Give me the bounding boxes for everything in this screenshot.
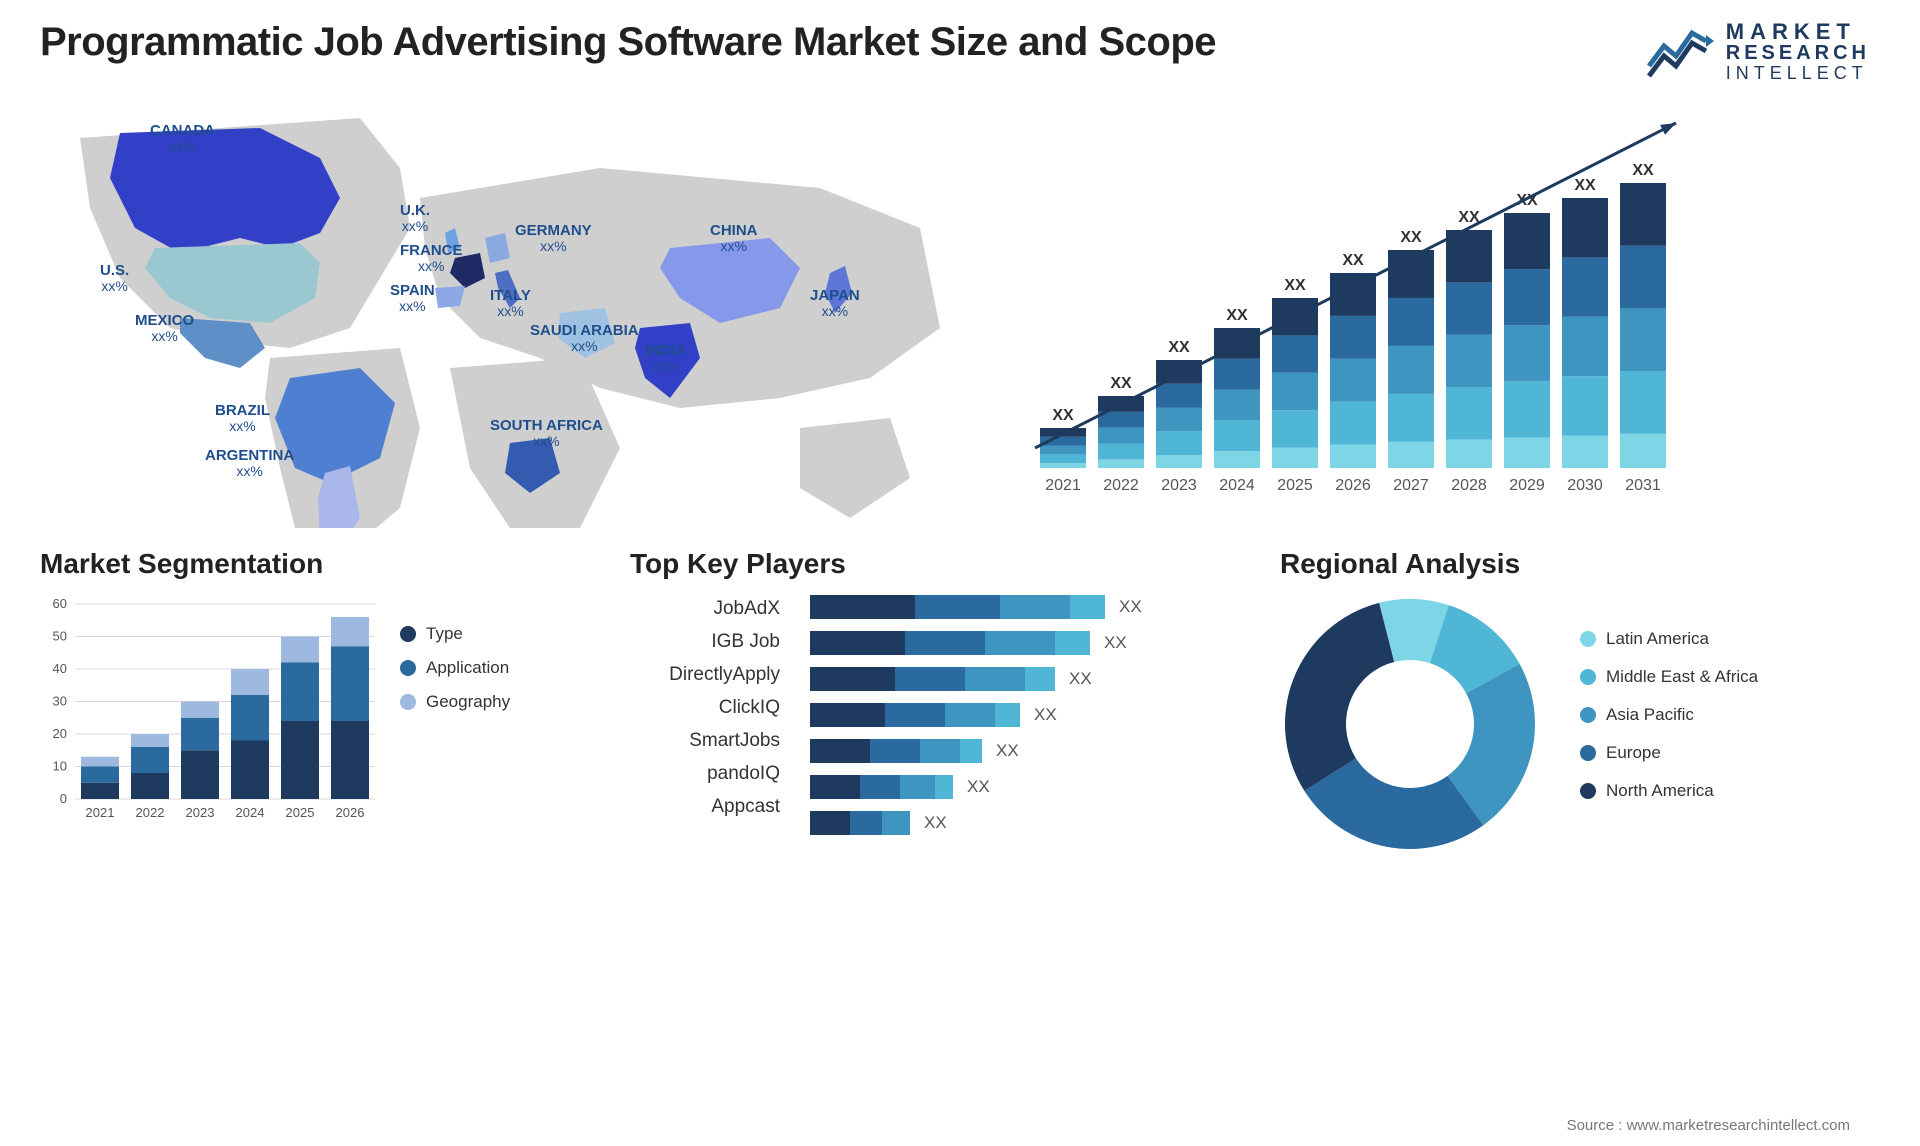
svg-text:2027: 2027 — [1393, 477, 1429, 494]
player-bar-row: XX — [810, 666, 1250, 692]
svg-text:2026: 2026 — [1335, 477, 1371, 494]
player-name: pandoIQ — [630, 763, 780, 785]
svg-text:2025: 2025 — [1277, 477, 1313, 494]
donut-seg — [1285, 603, 1394, 791]
logo-icon — [1644, 21, 1714, 81]
player-bar-row: XX — [810, 774, 1250, 800]
svg-text:2029: 2029 — [1509, 477, 1545, 494]
player-name: ClickIQ — [630, 697, 780, 719]
player-name: SmartJobs — [630, 730, 780, 752]
map-label-china: CHINAxx% — [710, 223, 758, 255]
svg-text:2026: 2026 — [336, 805, 365, 820]
svg-text:XX: XX — [1226, 307, 1248, 324]
seg-legend-application: Application — [400, 658, 510, 678]
player-bar-row: XX — [810, 810, 1250, 836]
svg-text:2028: 2028 — [1451, 477, 1487, 494]
player-bar-row: XX — [810, 630, 1250, 656]
svg-text:2021: 2021 — [86, 805, 115, 820]
svg-text:10: 10 — [53, 758, 67, 773]
regional-legend: Latin America Middle East & Africa Asia Pa… — [1580, 629, 1758, 819]
brand-logo: MARKET RESEARCH INTELLECT — [1644, 20, 1870, 83]
svg-text:XX: XX — [1342, 252, 1364, 269]
svg-text:XX: XX — [1284, 277, 1306, 294]
player-bar-row: XX — [810, 702, 1250, 728]
segmentation-legend: Type Application Geography — [380, 594, 510, 824]
svg-text:2030: 2030 — [1567, 477, 1603, 494]
player-name-list: JobAdX IGB Job DirectlyApply ClickIQ SmartJo… — [630, 594, 780, 846]
player-bar-list: XX XX XX XX XX XX XX — [810, 594, 1250, 846]
map-label-argentina: ARGENTINAxx% — [205, 448, 294, 480]
source-text: Source : www.marketresearchintellect.com — [1567, 1117, 1850, 1134]
svg-text:XX: XX — [1400, 229, 1422, 246]
svg-text:2024: 2024 — [1219, 477, 1255, 494]
svg-text:2023: 2023 — [186, 805, 215, 820]
player-name: IGB Job — [630, 631, 780, 653]
svg-text:XX: XX — [1052, 407, 1074, 424]
svg-text:XX: XX — [1168, 339, 1190, 356]
map-label-u-k-: U.K.xx% — [400, 203, 430, 235]
map-label-u-s-: U.S.xx% — [100, 263, 129, 295]
svg-text:2021: 2021 — [1045, 477, 1081, 494]
map-label-saudi-arabia: SAUDI ARABIAxx% — [530, 323, 639, 355]
world-map: CANADAxx% U.S.xx%MEXICOxx% BRAZILxx% ARGENT… — [40, 98, 980, 528]
svg-text:XX: XX — [1632, 162, 1654, 179]
svg-text:20: 20 — [53, 726, 67, 741]
seg-legend-type: Type — [400, 624, 510, 644]
player-bar-row: XX — [810, 594, 1250, 620]
svg-text:60: 60 — [53, 596, 67, 611]
players-title: Top Key Players — [630, 548, 1250, 580]
main-bar-chart: XX 2021 XX 2022 XX 2023 XX 2024 XX 2025 XX 2026 XX 20… — [1020, 98, 1880, 528]
player-name: Appcast — [630, 796, 780, 818]
svg-text:2025: 2025 — [286, 805, 315, 820]
map-label-brazil: BRAZILxx% — [215, 403, 270, 435]
svg-text:40: 40 — [53, 661, 67, 676]
map-label-spain: SPAINxx% — [390, 283, 435, 315]
svg-text:2022: 2022 — [1103, 477, 1139, 494]
svg-text:2024: 2024 — [236, 805, 265, 820]
logo-line1: MARKET — [1726, 20, 1870, 43]
map-label-mexico: MEXICOxx% — [135, 313, 194, 345]
regional-legend-item: Latin America — [1580, 629, 1758, 649]
logo-line2: RESEARCH — [1726, 43, 1870, 64]
map-label-germany: GERMANYxx% — [515, 223, 592, 255]
players-panel: Top Key Players JobAdX IGB Job DirectlyApp… — [630, 548, 1250, 854]
logo-line3: INTELLECT — [1726, 64, 1870, 83]
svg-text:50: 50 — [53, 628, 67, 643]
svg-text:XX: XX — [1110, 375, 1132, 392]
svg-text:2031: 2031 — [1625, 477, 1661, 494]
svg-text:2023: 2023 — [1161, 477, 1197, 494]
map-label-india: INDIAxx% — [645, 343, 686, 375]
map-label-italy: ITALYxx% — [490, 288, 531, 320]
map-label-france: FRANCExx% — [400, 243, 463, 275]
regional-legend-item: Asia Pacific — [1580, 705, 1758, 725]
regional-legend-item: Middle East & Africa — [1580, 667, 1758, 687]
segmentation-panel: Market Segmentation 0 10 20 30 40 50 60 2021 202… — [40, 548, 600, 854]
svg-text:0: 0 — [60, 791, 67, 806]
regional-panel: Regional Analysis Latin America Middle Ea… — [1280, 548, 1880, 854]
segmentation-title: Market Segmentation — [40, 548, 600, 580]
page-title: Programmatic Job Advertising Software Ma… — [40, 20, 1216, 65]
svg-text:30: 30 — [53, 693, 67, 708]
regional-legend-item: Europe — [1580, 743, 1758, 763]
seg-legend-geography: Geography — [400, 692, 510, 712]
player-name: JobAdX — [630, 598, 780, 620]
map-label-canada: CANADAxx% — [150, 123, 215, 155]
player-bar-row: XX — [810, 738, 1250, 764]
map-label-south-africa: SOUTH AFRICAxx% — [490, 418, 603, 450]
player-name: DirectlyApply — [630, 664, 780, 686]
regional-legend-item: North America — [1580, 781, 1758, 801]
svg-text:XX: XX — [1574, 177, 1596, 194]
svg-text:2022: 2022 — [136, 805, 165, 820]
map-label-japan: JAPANxx% — [810, 288, 860, 320]
regional-title: Regional Analysis — [1280, 548, 1880, 580]
